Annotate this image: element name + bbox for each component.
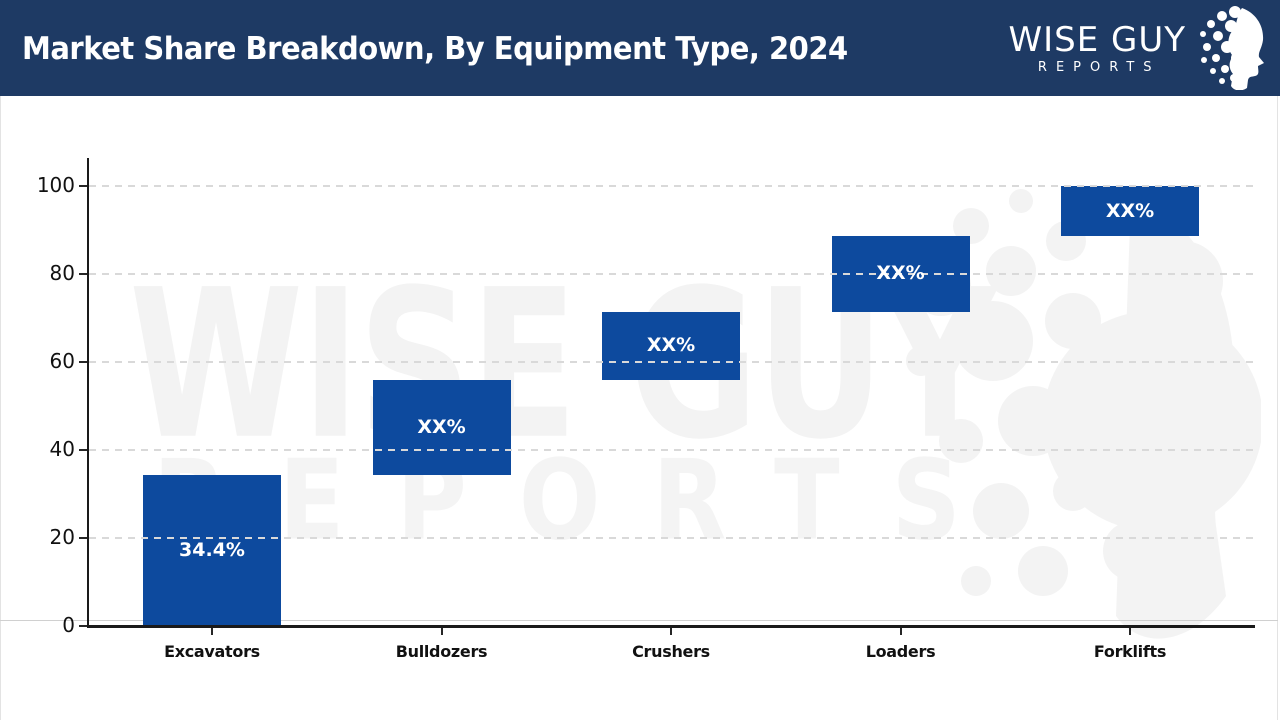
y-tick-label: 20 xyxy=(49,525,75,549)
watermark-subtitle: REPORTS xyxy=(153,436,1013,565)
gridline-y60 xyxy=(89,361,1255,363)
bar-value-label: XX% xyxy=(876,262,925,285)
x-category-label: Crushers xyxy=(632,642,710,661)
y-tick-mark xyxy=(79,273,87,275)
gridline-y20 xyxy=(89,537,1255,539)
chart-area: WISE GUY REPORTS 0 20 40 60 80 100 34.4% Excava… xyxy=(0,96,1278,720)
logo-wordmark-line1: WISE GUY xyxy=(1008,19,1186,60)
gridline-y80 xyxy=(89,273,1255,275)
y-tick-mark xyxy=(79,625,87,627)
x-category-label: Bulldozers xyxy=(395,642,488,661)
bar-value-label: XX% xyxy=(646,333,696,356)
wise-guy-reports-logo: WISE GUY REPORTS xyxy=(1008,6,1268,90)
header-bar: Market Share Breakdown, By Equipment Typ… xyxy=(0,0,1280,96)
y-tick-label: 80 xyxy=(49,261,75,285)
gridline-y100 xyxy=(89,185,1255,187)
y-tick-label: 60 xyxy=(49,349,75,373)
bar-value-label: XX% xyxy=(417,415,466,438)
x-tick-mark xyxy=(899,628,902,635)
bar-excavators xyxy=(143,474,281,626)
logo-wordmark: WISE GUY REPORTS xyxy=(1008,22,1186,75)
y-tick-mark xyxy=(79,361,87,363)
x-tick-mark xyxy=(211,628,213,635)
x-tick-mark xyxy=(670,628,672,635)
bar-bulldozers xyxy=(372,379,511,475)
bar-crushers xyxy=(602,311,740,380)
x-tick-mark xyxy=(440,628,443,635)
bar-forklifts xyxy=(1061,186,1199,237)
x-tick-mark xyxy=(1129,628,1131,635)
x-axis-spine xyxy=(87,625,1255,628)
y-tick-mark xyxy=(79,449,87,451)
gridline-y40 xyxy=(89,449,1255,451)
y-tick-label: 0 xyxy=(62,613,75,637)
y-tick-label: 100 xyxy=(36,173,75,197)
x-category-label: Excavators xyxy=(164,642,260,661)
y-tick-mark xyxy=(79,537,87,539)
figure-bottom-border xyxy=(0,620,1278,621)
x-category-label: Forklifts xyxy=(1093,642,1167,661)
y-tick-mark xyxy=(79,185,87,187)
chart-title: Market Share Breakdown, By Equipment Typ… xyxy=(22,29,848,67)
y-tick-label: 40 xyxy=(49,437,75,461)
bar-value-label: 34.4% xyxy=(179,538,245,561)
y-axis-spine xyxy=(87,158,89,626)
x-category-label: Loaders xyxy=(865,642,936,661)
logo-head-icon xyxy=(1200,6,1264,90)
bar-value-label: XX% xyxy=(1105,200,1155,222)
logo-wordmark-line2: REPORTS xyxy=(1037,59,1161,75)
